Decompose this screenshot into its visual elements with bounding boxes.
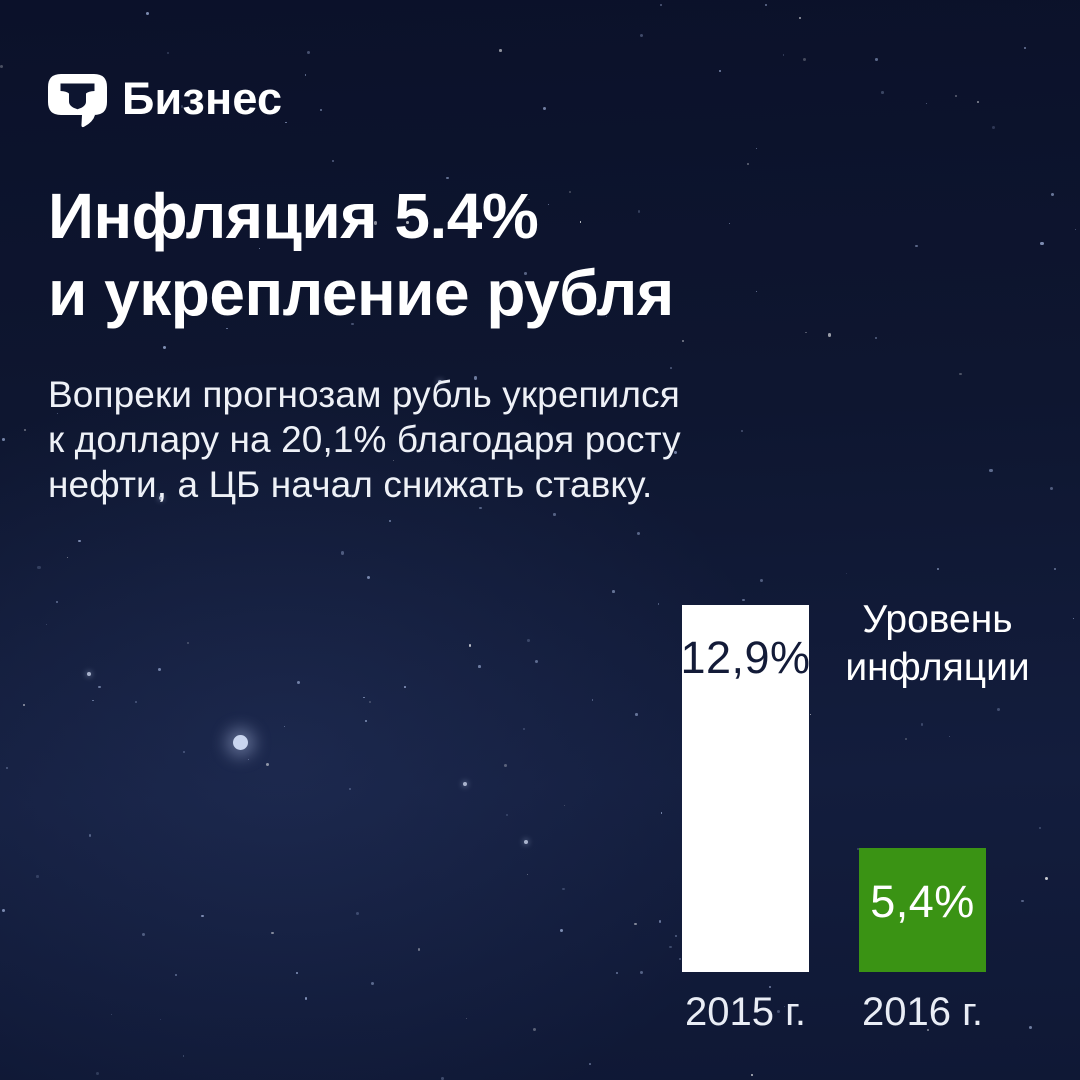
headline-line-2: и укрепление рубля — [48, 257, 674, 329]
t-bank-bubble-icon — [48, 74, 107, 128]
category-label-2016: 2016 г. — [862, 990, 983, 1034]
bright-star — [233, 735, 248, 750]
subtitle-line-3: нефти, а ЦБ начал снижать ставку. — [48, 464, 653, 505]
subtitle-paragraph: Вопреки прогнозам рубль укрепился к долл… — [48, 372, 681, 507]
chart-bar-2016: 5,4% — [859, 848, 986, 972]
category-label-2015: 2015 г. — [685, 990, 806, 1034]
headline-line-1: Инфляция 5.4% — [48, 180, 539, 252]
headline: Инфляция 5.4% и укрепление рубля — [48, 178, 674, 332]
subtitle-line-1: Вопреки прогнозам рубль укрепился — [48, 374, 680, 415]
chart-bar-2015: 12,9% — [680, 605, 811, 972]
chart-legend-line-1: Уровень — [862, 598, 1013, 641]
chart-legend: Уровень инфляции — [795, 596, 1080, 692]
subtitle-line-2: к доллару на 20,1% благодаря росту — [48, 419, 681, 460]
chart-legend-line-2: инфляции — [845, 646, 1030, 689]
bar-value-label-2015: 12,9% — [680, 632, 811, 683]
brand-name: Бизнес — [122, 73, 283, 124]
bar-value-label-2016: 5,4% — [870, 876, 975, 927]
brand-logo: Бизнес — [48, 70, 282, 128]
